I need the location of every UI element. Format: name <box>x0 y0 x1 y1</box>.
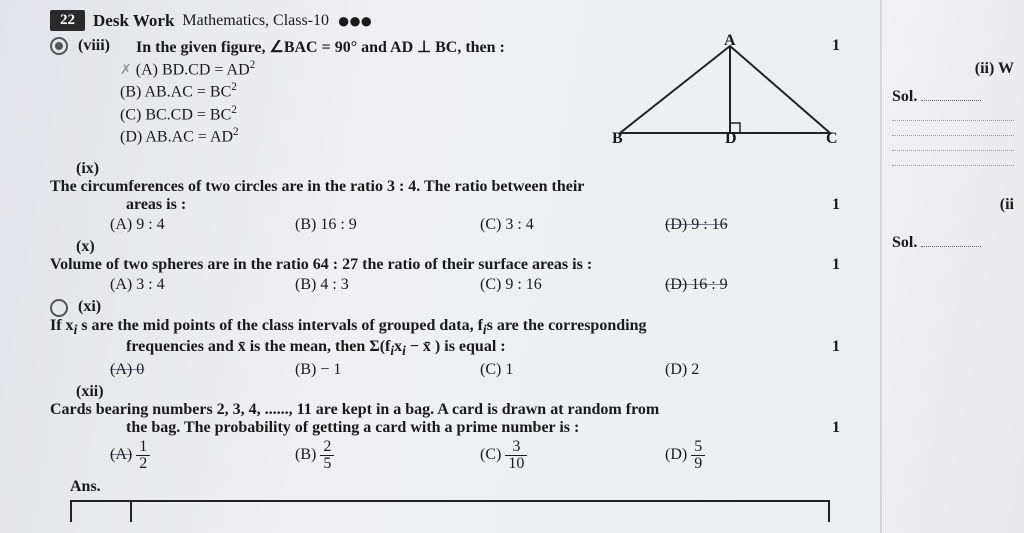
q12-stem1: Cards bearing numbers 2, 3, 4, ......, 1… <box>50 401 790 419</box>
q11-stem2a: frequencies and x̄ is the mean, then Σ(f <box>126 338 390 355</box>
right-item-ii: (ii) W <box>892 60 1014 78</box>
right-page: (ii) W Sol. (ii Sol. <box>880 0 1024 533</box>
q12-opt-d: (D) 59 <box>665 439 850 472</box>
q11-opt-a: (A) 0 <box>110 361 295 379</box>
right-item-ii2: (ii <box>892 196 1014 214</box>
q11-opt-c: (C) 1 <box>480 361 665 379</box>
question-bullet-icon <box>50 299 68 317</box>
q9-opt-a: (A) 9 : 4 <box>110 216 295 234</box>
question-viii: (viii) In the given figure, ∠BAC = 90° a… <box>50 37 850 146</box>
answer-label: Ans. <box>70 478 850 496</box>
q11-label: (xi) <box>78 298 132 316</box>
q10-opt-d: (D) 16 : 9 <box>665 276 850 294</box>
right-sol2: Sol. <box>892 234 1014 252</box>
page-subtitle: Mathematics, Class-10 <box>182 12 329 30</box>
difficulty-dots-icon: ●●● <box>337 16 371 26</box>
q10-label: (x) <box>76 238 130 256</box>
q8-opt-a: ✗ (A) BD.CD = AD2 <box>120 59 850 79</box>
q8-opt-b: (B) AB.AC = BC2 <box>120 81 850 101</box>
q10-opt-b: (B) 4 : 3 <box>295 276 480 294</box>
q8-opt-c: (C) BC.CD = BC2 <box>120 104 850 124</box>
q10-options: (A) 3 : 4 (B) 4 : 3 (C) 9 : 16 (D) 16 : … <box>110 276 850 294</box>
q11-stem1: If xi s are the mid points of the class … <box>50 317 790 338</box>
q12-stem1-text: Cards bearing numbers 2, 3, 4, ......, 1… <box>50 401 659 418</box>
q11-opt-b: (B) − 1 <box>295 361 480 379</box>
q11-opt-d: (D) 2 <box>665 361 850 379</box>
question-ix: (ix) The circumferences of two circles a… <box>50 160 850 234</box>
main-page: 22 Desk Work Mathematics, Class-10 ●●● A… <box>0 0 880 533</box>
q9-label: (ix) <box>76 160 130 178</box>
q9-stem2: areas is : <box>126 196 186 213</box>
q12-opt-c: (C) 310 <box>480 439 665 472</box>
header: 22 Desk Work Mathematics, Class-10 ●●● <box>50 10 850 31</box>
q9-stem: The circumferences of two circles are in… <box>50 178 790 196</box>
question-xi: (xi) If xi s are the mid points of the c… <box>50 298 850 379</box>
q9-opt-d: (D) 9 : 16 <box>665 216 850 234</box>
question-xii: (xii) Cards bearing numbers 2, 3, 4, ...… <box>50 383 850 472</box>
q10-opt-a: (A) 3 : 4 <box>110 276 295 294</box>
q10-opt-c: (C) 9 : 16 <box>480 276 665 294</box>
right-sol: Sol. <box>892 88 1014 106</box>
q12-options: (A) 12 (B) 25 (C) 310 (D) 59 <box>110 439 850 472</box>
q9-opt-c: (C) 3 : 4 <box>480 216 665 234</box>
q8-opt-d: (D) AB.AC = AD2 <box>120 126 850 146</box>
q10-stem: Volume of two spheres are in the ratio 6… <box>50 256 790 274</box>
page-number-badge: 22 <box>50 10 85 31</box>
q11-options: (A) 0 (B) − 1 (C) 1 (D) 2 <box>110 361 850 379</box>
q9-stem1: The circumferences of two circles are in… <box>50 178 584 195</box>
q8-stem: In the given figure, ∠BAC = 90° and AD ⊥… <box>136 37 656 57</box>
table-fragment <box>70 500 830 522</box>
q8-options: ✗ (A) BD.CD = AD2 (B) AB.AC = BC2 (C) BC… <box>120 59 850 146</box>
q10-stem-text: Volume of two spheres are in the ratio 6… <box>50 256 592 273</box>
q10-marks: 1 <box>832 256 840 274</box>
q8-stem-text: In the given figure, ∠BAC = 90° and AD ⊥… <box>136 39 505 56</box>
q8-marks: 1 <box>832 37 840 55</box>
question-x: (x) Volume of two spheres are in the rat… <box>50 238 850 294</box>
q12-marks: 1 <box>832 419 840 437</box>
page-title: Desk Work <box>93 11 174 31</box>
q9-options: (A) 9 : 4 (B) 16 : 9 (C) 3 : 4 (D) 9 : 1… <box>110 216 850 234</box>
q12-opt-a: (A) 12 <box>110 439 295 472</box>
q8-label: (viii) <box>78 37 132 55</box>
q9-marks: 1 <box>832 196 840 214</box>
q9-opt-b: (B) 16 : 9 <box>295 216 480 234</box>
q12-label: (xii) <box>76 383 130 401</box>
question-bullet-icon <box>50 37 68 55</box>
q12-stem2: the bag. The probability of getting a ca… <box>126 419 579 436</box>
q12-opt-b: (B) 25 <box>295 439 480 472</box>
q11-marks: 1 <box>832 338 840 356</box>
